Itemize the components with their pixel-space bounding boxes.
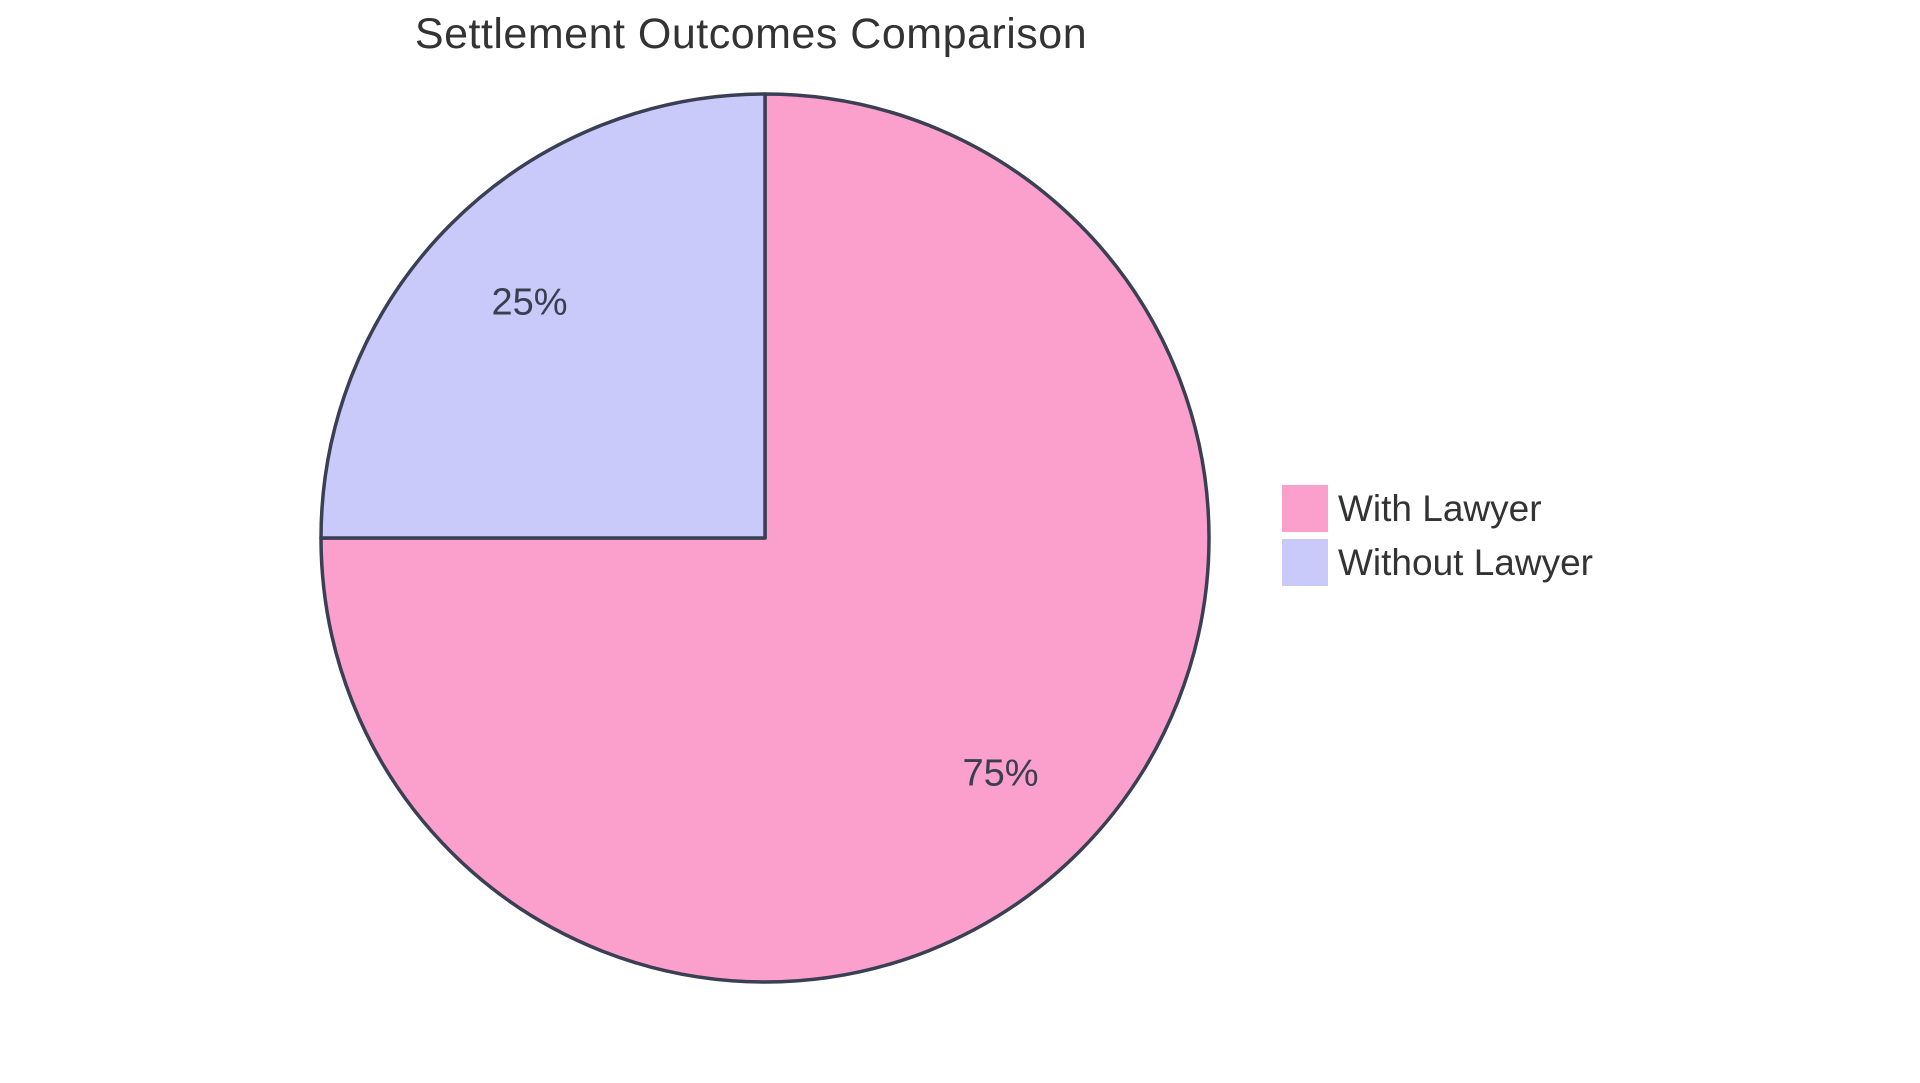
- legend-swatch-without-lawyer: [1282, 539, 1328, 586]
- legend-label-with-lawyer: With Lawyer: [1338, 487, 1542, 529]
- legend-item-without-lawyer[interactable]: Without Lawyer: [1282, 539, 1593, 586]
- legend: With Lawyer Without Lawyer: [1282, 485, 1593, 586]
- legend-swatch-with-lawyer: [1282, 485, 1328, 532]
- legend-label-without-lawyer: Without Lawyer: [1338, 541, 1593, 583]
- chart-title: Settlement Outcomes Comparison: [414, 10, 1088, 58]
- pie-slice-without-lawyer[interactable]: [319, 92, 767, 540]
- slice-label-without-lawyer: 25%: [491, 282, 567, 324]
- slice-label-with-lawyer: 75%: [962, 753, 1038, 795]
- pie-slices-group: 75% 25%: [319, 92, 1211, 984]
- legend-item-with-lawyer[interactable]: With Lawyer: [1282, 485, 1593, 532]
